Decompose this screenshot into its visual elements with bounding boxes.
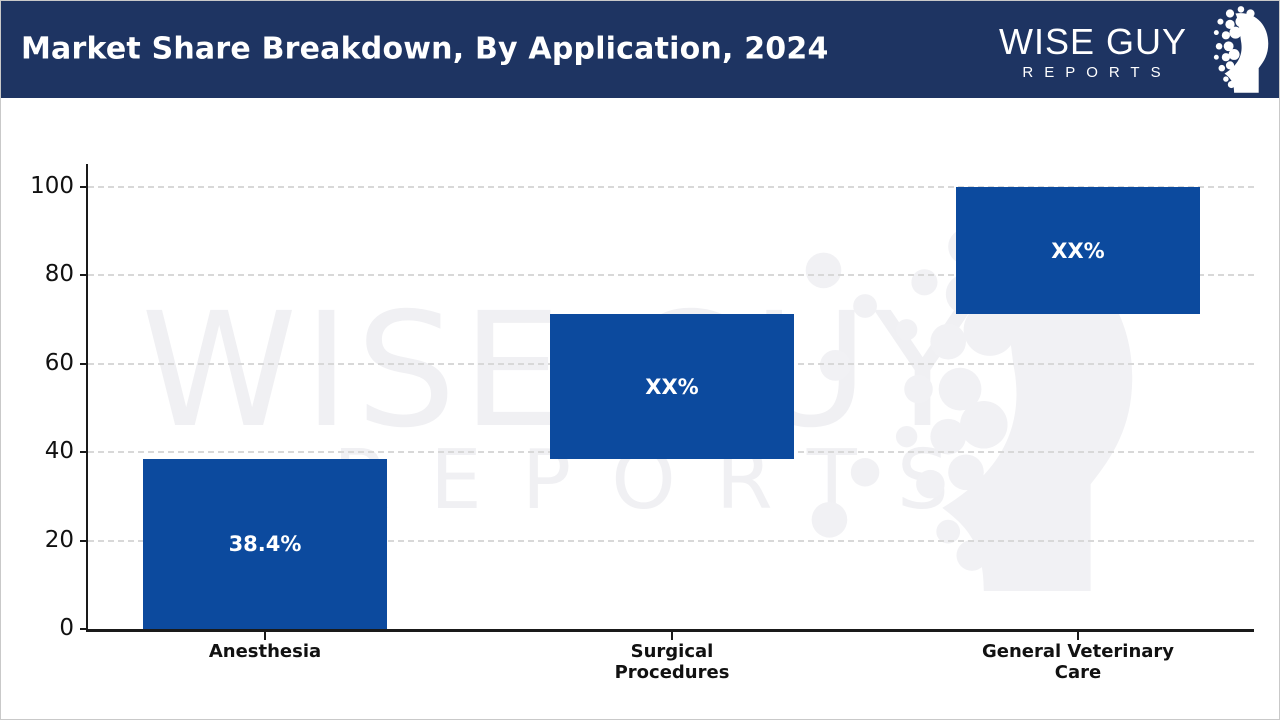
x-category-label: General Veterinary Care xyxy=(981,641,1175,683)
y-tick-label: 100 xyxy=(30,173,74,199)
y-tick-label: 60 xyxy=(44,349,74,376)
chart-title: Market Share Breakdown, By Application, … xyxy=(21,31,829,67)
x-category-label: Anesthesia xyxy=(208,641,322,662)
y-gridline xyxy=(88,274,1254,277)
y-tick-mark xyxy=(80,186,88,188)
y-tick-mark xyxy=(80,274,88,277)
y-axis-spine xyxy=(86,164,88,632)
y-tick-mark xyxy=(80,451,88,454)
waterfall-bar-3: XX% xyxy=(956,187,1200,315)
logo-wordmark: WISE GUY xyxy=(998,21,1187,62)
header-band: Market Share Breakdown, By Application, … xyxy=(1,1,1279,98)
x-category-label: Surgical Procedures xyxy=(614,641,730,683)
y-gridline xyxy=(88,539,1254,542)
dotted-face-icon xyxy=(1189,5,1271,97)
y-tick-label: 20 xyxy=(44,526,74,553)
y-tick-mark xyxy=(80,362,88,365)
bar-value-label: XX% xyxy=(645,374,699,399)
x-axis-spine xyxy=(86,629,1254,632)
waterfall-bar-2: XX% xyxy=(550,314,794,460)
x-tick-mark xyxy=(1077,632,1079,640)
bar-value-label: XX% xyxy=(1051,238,1105,263)
x-tick-mark xyxy=(671,632,673,640)
wise-guy-reports-logo: WISE GUY REPORTS xyxy=(999,5,1271,97)
bar-value-label: 38.4% xyxy=(228,532,302,557)
y-tick-label: 0 xyxy=(59,615,74,641)
y-tick-mark xyxy=(80,628,88,630)
x-tick-mark xyxy=(264,632,266,640)
y-gridline xyxy=(88,186,1254,188)
waterfall-bar-1: 38.4% xyxy=(143,459,387,629)
y-tick-label: 80 xyxy=(44,261,74,288)
y-tick-mark xyxy=(80,539,88,542)
logo-text: WISE GUY REPORTS xyxy=(999,21,1187,81)
logo-subtitle: REPORTS xyxy=(1022,64,1172,81)
y-tick-label: 40 xyxy=(44,438,74,465)
